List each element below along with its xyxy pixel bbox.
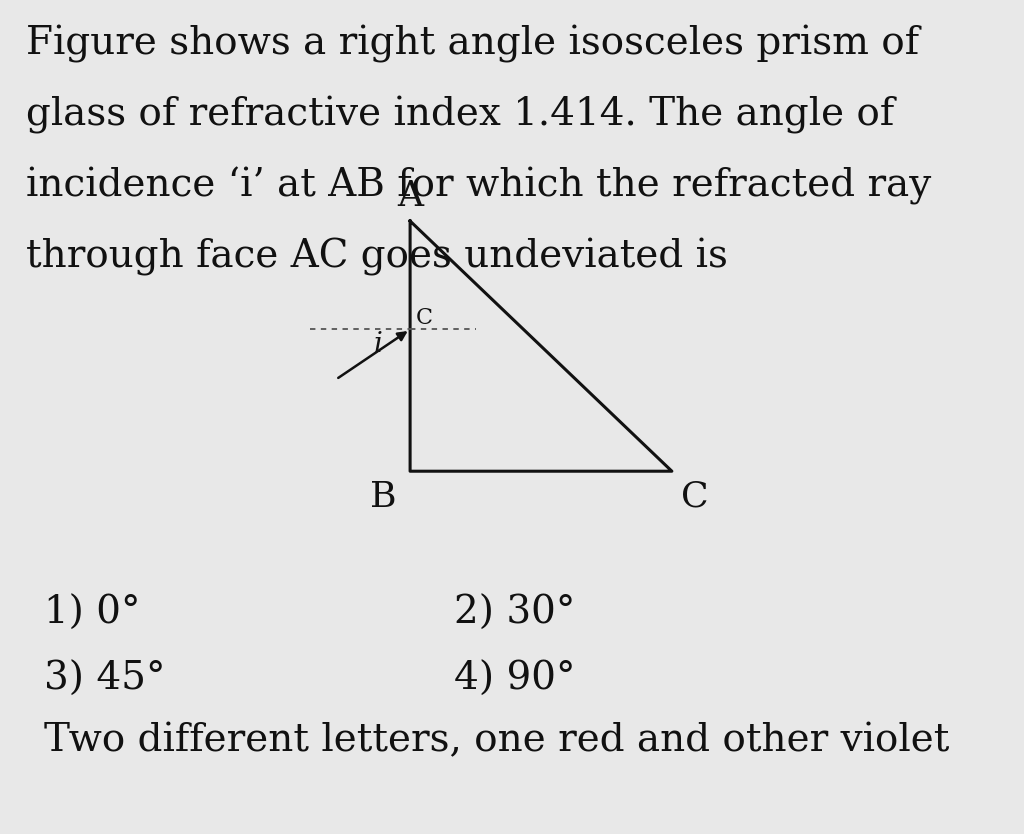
Text: through face AC goes undeviated is: through face AC goes undeviated is	[27, 238, 728, 276]
Text: i: i	[374, 331, 382, 358]
Text: A: A	[397, 178, 423, 213]
Text: 1) 0°: 1) 0°	[44, 595, 140, 631]
Text: Two different letters, one red and other violet: Two different letters, one red and other…	[44, 722, 949, 759]
Text: glass of refractive index 1.414. The angle of: glass of refractive index 1.414. The ang…	[27, 96, 894, 134]
Text: C: C	[416, 307, 432, 329]
Text: Figure shows a right angle isosceles prism of: Figure shows a right angle isosceles pri…	[27, 25, 920, 63]
Text: 3) 45°: 3) 45°	[44, 661, 165, 698]
Text: incidence ‘i’ at AB for which the refracted ray: incidence ‘i’ at AB for which the refrac…	[27, 167, 932, 205]
Text: 2) 30°: 2) 30°	[454, 595, 575, 631]
Text: 4) 90°: 4) 90°	[454, 661, 575, 698]
Text: B: B	[371, 480, 397, 514]
Text: C: C	[681, 480, 709, 514]
